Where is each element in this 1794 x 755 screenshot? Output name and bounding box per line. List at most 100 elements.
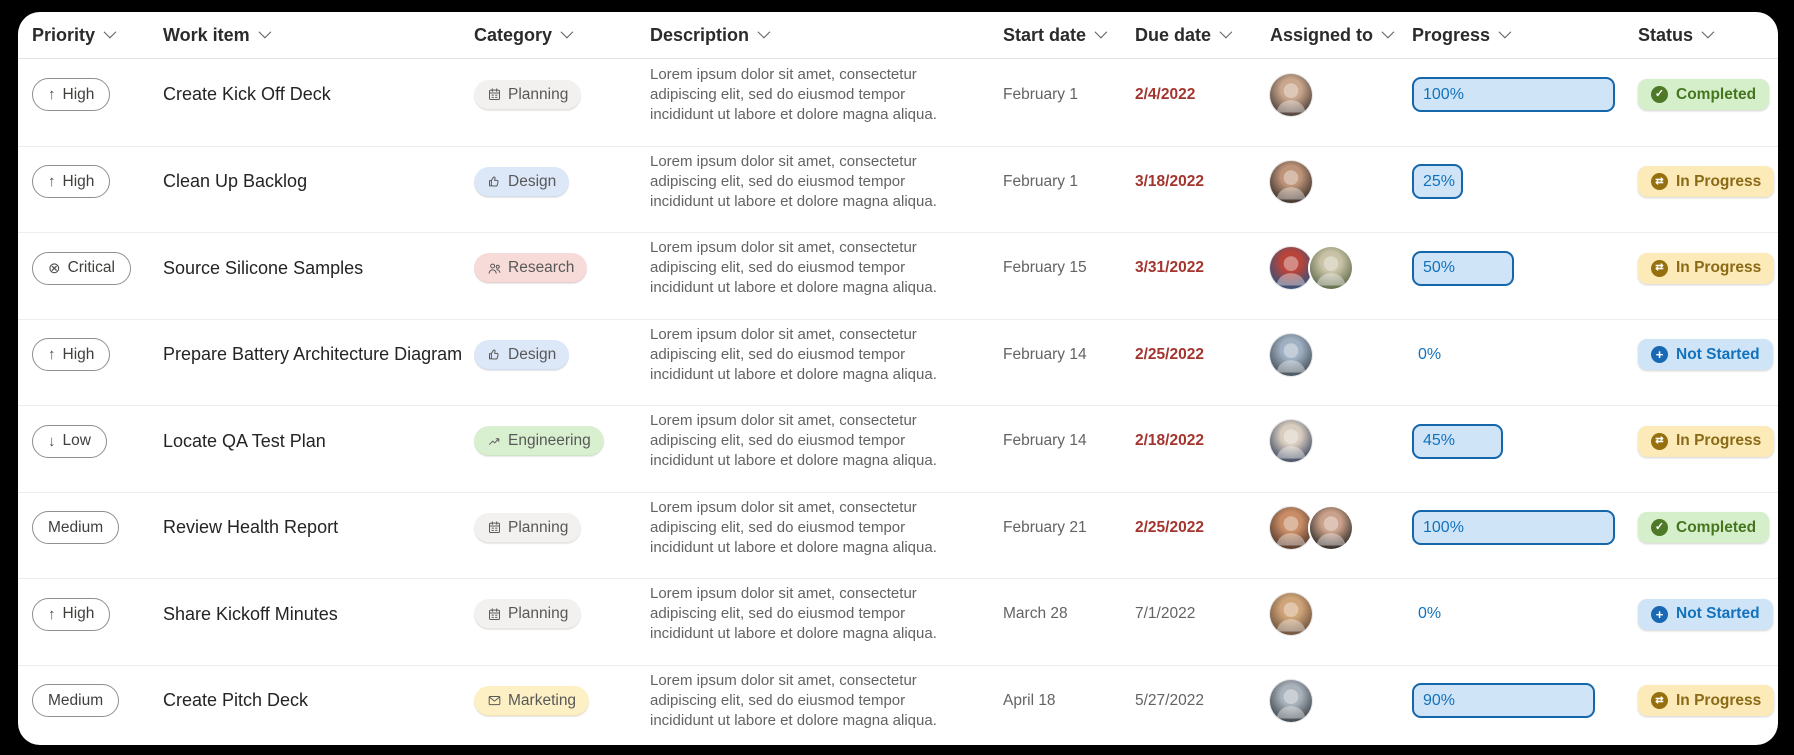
start-date-cell: February 14 [1003,346,1135,364]
column-header-label: Assigned to [1270,24,1374,45]
work-item-title[interactable]: Prepare Battery Architecture Diagram [163,344,463,365]
category-label: Planning [508,518,569,536]
start-date: February 14 [1003,432,1087,450]
work-item-cell: Create Kick Off Deck [163,84,474,105]
column-header-description[interactable]: Description [650,24,771,46]
work-item-title[interactable]: Source Silicone Samples [163,257,364,278]
due-date: 3/31/2022 [1135,259,1204,277]
description-text: Lorem ipsum dolor sit amet, consectetur … [650,152,937,210]
progress-indicator: 50% [1412,250,1638,286]
start-date: February 14 [1003,345,1087,363]
column-header-label: Start date [1003,24,1087,45]
avatar [1270,73,1312,116]
work-item-cell: Share Kickoff Minutes [163,604,474,625]
progress-indicator: 45% [1412,423,1638,459]
column-header-work-item[interactable]: Work item [163,25,271,46]
person-icon [1310,507,1352,549]
status-cell: ⇄ In Progress [1638,685,1775,717]
column-header-assigned-to[interactable]: Assigned to [1270,24,1395,46]
table-row[interactable]: ⊗ Critical Source Silicone Samples Resear… [18,232,1778,319]
priority-cell: ↑ High [32,165,163,199]
description-text: Lorem ipsum dolor sit amet, consectetur … [650,671,937,729]
table-body: ↑ High Create Kick Off Deck Planning Lore… [18,59,1778,745]
avatar [1270,333,1312,376]
column-header-label: Description [650,24,750,45]
table-row[interactable]: Medium Review Health Report Planning Lor… [18,491,1778,579]
person-icon [1270,680,1312,722]
progress-value: 50% [1423,259,1456,277]
priority-label: Medium [48,691,104,709]
priority-cell: Medium [32,684,163,718]
start-date: March 28 [1003,605,1068,623]
column-header-priority[interactable]: Priority [32,25,117,46]
column-header-due-date[interactable]: Due date [1135,25,1233,46]
due-date-cell: 2/25/2022 [1135,519,1270,537]
table-row[interactable]: Medium Create Pitch Deck Marketing Lorem… [18,664,1778,746]
column-header-category[interactable]: Category [474,25,574,46]
avatar [1270,247,1312,290]
description-cell: Lorem ipsum dolor sit amet, consectetur … [650,671,1003,731]
table-row[interactable]: ↑ High Prepare Battery Architecture Diagr… [18,318,1778,406]
description-cell: Lorem ipsum dolor sit amet, consectetur … [650,238,1003,298]
chevron-down-icon [757,25,771,38]
category-label: Engineering [508,432,591,450]
due-date-cell: 5/27/2022 [1135,692,1270,710]
assigned-to-cell [1270,73,1412,116]
chevron-down-icon [1381,25,1395,38]
status-icon: ✓ [1651,86,1668,104]
start-date-cell: February 21 [1003,519,1135,537]
column-header-progress[interactable]: Progress [1412,25,1512,46]
status-icon: ⇄ [1651,432,1668,450]
column-header-label: Status [1638,24,1694,45]
work-item-title[interactable]: Share Kickoff Minutes [163,603,338,624]
description-text: Lorem ipsum dolor sit amet, consectetur … [650,498,937,556]
progress-cell: 0% [1412,597,1638,632]
category-chip: Design [474,339,570,370]
description-text: Lorem ipsum dolor sit amet, consectetur … [650,325,937,383]
category-cell: Research [474,253,650,284]
work-item-title[interactable]: Create Pitch Deck [163,690,309,711]
header-row: Priority Work item Category Description … [18,12,1778,59]
start-date-cell: February 14 [1003,432,1135,450]
status-label: Not Started [1676,345,1760,363]
avatar-group [1270,679,1412,722]
table-row[interactable]: ↓ Low Locate QA Test Plan Engineering Lor… [18,405,1778,492]
progress-cell: 45% [1412,423,1638,459]
start-date: February 21 [1003,518,1087,536]
category-cell: Planning [474,512,650,543]
assigned-to-cell [1270,679,1412,722]
status-cell: ⇄ In Progress [1638,425,1775,457]
work-item-title[interactable]: Create Kick Off Deck [163,84,331,105]
person-icon [1310,247,1352,289]
start-date-cell: April 18 [1003,692,1135,710]
category-icon [487,520,502,535]
work-item-title[interactable]: Locate QA Test Plan [163,430,326,451]
category-chip: Research [474,253,588,284]
table-row[interactable]: ↑ High Share Kickoff Minutes Planning Lor… [18,578,1778,665]
column-header-status[interactable]: Status [1638,24,1715,46]
category-chip: Marketing [474,685,590,716]
column-header-start-date[interactable]: Start date [1003,24,1108,46]
work-item-title[interactable]: Review Health Report [163,517,339,538]
table-row[interactable]: ↑ High Create Kick Off Deck Planning Lore… [18,59,1778,146]
avatar [1270,160,1312,203]
progress-cell: 0% [1412,337,1638,372]
priority-pill: ↑ High [32,597,111,631]
avatar [1310,247,1352,290]
priority-label: High [62,605,95,623]
person-icon [1270,161,1312,203]
priority-label: High [62,85,95,103]
priority-label: High [62,172,95,190]
status-badge: ⇄ In Progress [1638,685,1775,717]
priority-icon: ↑ [48,86,56,104]
description-text: Lorem ipsum dolor sit amet, consectetur … [650,412,937,470]
progress-cell: 100% [1412,510,1638,546]
priority-pill: Medium [32,684,120,718]
avatar [1270,679,1312,722]
avatar [1270,506,1312,549]
person-icon [1270,74,1312,116]
due-date: 7/1/2022 [1135,605,1196,623]
work-item-title[interactable]: Clean Up Backlog [163,171,308,192]
table-row[interactable]: ↑ High Clean Up Backlog Design Lorem ipsu… [18,145,1778,233]
avatar-group [1270,506,1412,549]
